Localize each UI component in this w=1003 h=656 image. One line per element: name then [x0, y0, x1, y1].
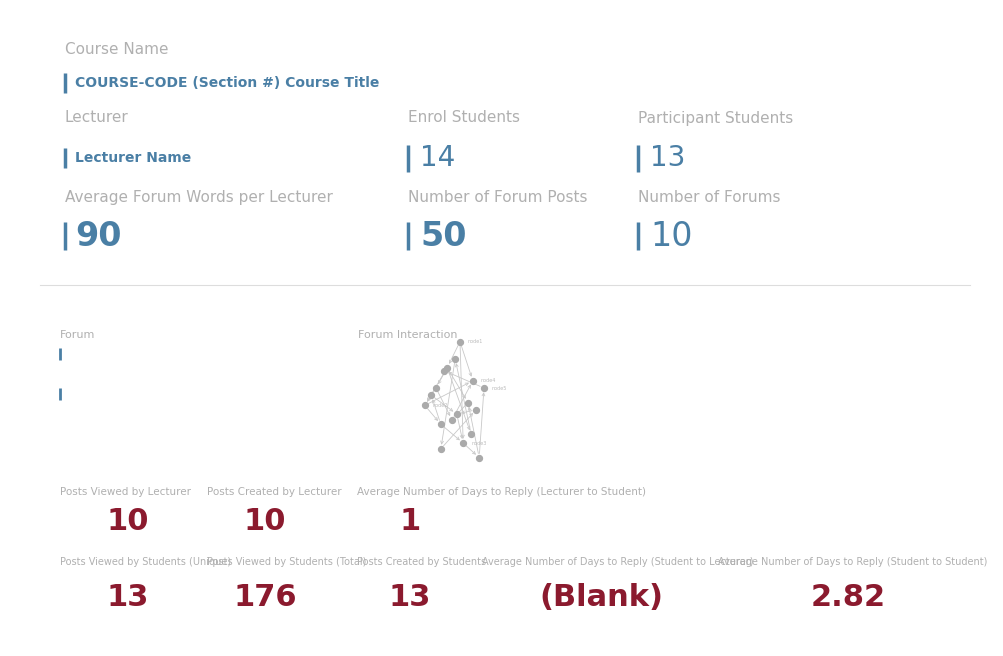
Text: Average Forum Words per Lecturer: Average Forum Words per Lecturer [65, 190, 333, 205]
Point [462, 429, 478, 440]
Point [454, 438, 470, 448]
Text: Lecturer: Lecturer [65, 110, 128, 125]
Text: 14: 14 [419, 144, 454, 172]
Text: 90: 90 [75, 220, 121, 253]
Text: Participant Students: Participant Students [637, 110, 792, 125]
Text: node3: node3 [470, 441, 486, 445]
Text: 10: 10 [649, 220, 692, 253]
Text: Posts Viewed by Students (Unique): Posts Viewed by Students (Unique) [60, 557, 231, 567]
Text: Posts Created by Lecturer: Posts Created by Lecturer [207, 487, 341, 497]
Text: Posts Viewed by Students (Total): Posts Viewed by Students (Total) [207, 557, 366, 567]
Text: node1: node1 [467, 339, 482, 344]
Text: 10: 10 [106, 508, 149, 537]
Text: 176: 176 [233, 583, 297, 613]
Point [464, 375, 480, 386]
Text: Forum: Forum [60, 330, 95, 340]
Text: (Blank): (Blank) [539, 583, 662, 613]
Text: Average Number of Days to Reply (Student to Lecturer): Average Number of Days to Reply (Student… [481, 557, 752, 567]
Point [446, 354, 462, 364]
Text: 13: 13 [388, 583, 430, 613]
Text: Posts Created by Students: Posts Created by Students [357, 557, 485, 567]
Text: 2.82: 2.82 [809, 583, 885, 613]
Text: Lecturer Name: Lecturer Name [75, 151, 191, 165]
Text: Forum Interaction: Forum Interaction [358, 330, 457, 340]
Point [448, 409, 464, 419]
Point [451, 337, 467, 347]
Text: Number of Forum Posts: Number of Forum Posts [407, 190, 587, 205]
Text: Average Number of Days to Reply (Lecturer to Student): Average Number of Days to Reply (Lecture… [357, 487, 645, 497]
Text: 50: 50 [419, 220, 466, 253]
Text: COURSE-CODE (Section #) Course Title: COURSE-CODE (Section #) Course Title [75, 76, 379, 90]
Text: 13: 13 [649, 144, 685, 172]
Text: Course Name: Course Name [65, 43, 169, 58]
Point [422, 390, 438, 401]
Point [438, 363, 454, 373]
Point [435, 365, 451, 376]
Text: node2: node2 [432, 403, 447, 408]
Text: Number of Forums: Number of Forums [637, 190, 779, 205]
Text: 13: 13 [106, 583, 149, 613]
Text: 1: 1 [399, 508, 420, 537]
Text: Average Number of Days to Reply (Student to Student): Average Number of Days to Reply (Student… [717, 557, 986, 567]
Point [459, 398, 475, 408]
Text: 10: 10 [244, 508, 286, 537]
Point [443, 415, 459, 425]
Point [475, 382, 491, 393]
Point [427, 382, 443, 393]
Point [432, 419, 448, 430]
Text: node5: node5 [491, 386, 507, 390]
Text: Enrol Students: Enrol Students [407, 110, 520, 125]
Point [432, 443, 448, 454]
Point [470, 453, 486, 463]
Point [416, 400, 432, 411]
Text: Posts Viewed by Lecturer: Posts Viewed by Lecturer [60, 487, 191, 497]
Text: node4: node4 [480, 379, 495, 383]
Point [467, 405, 483, 415]
